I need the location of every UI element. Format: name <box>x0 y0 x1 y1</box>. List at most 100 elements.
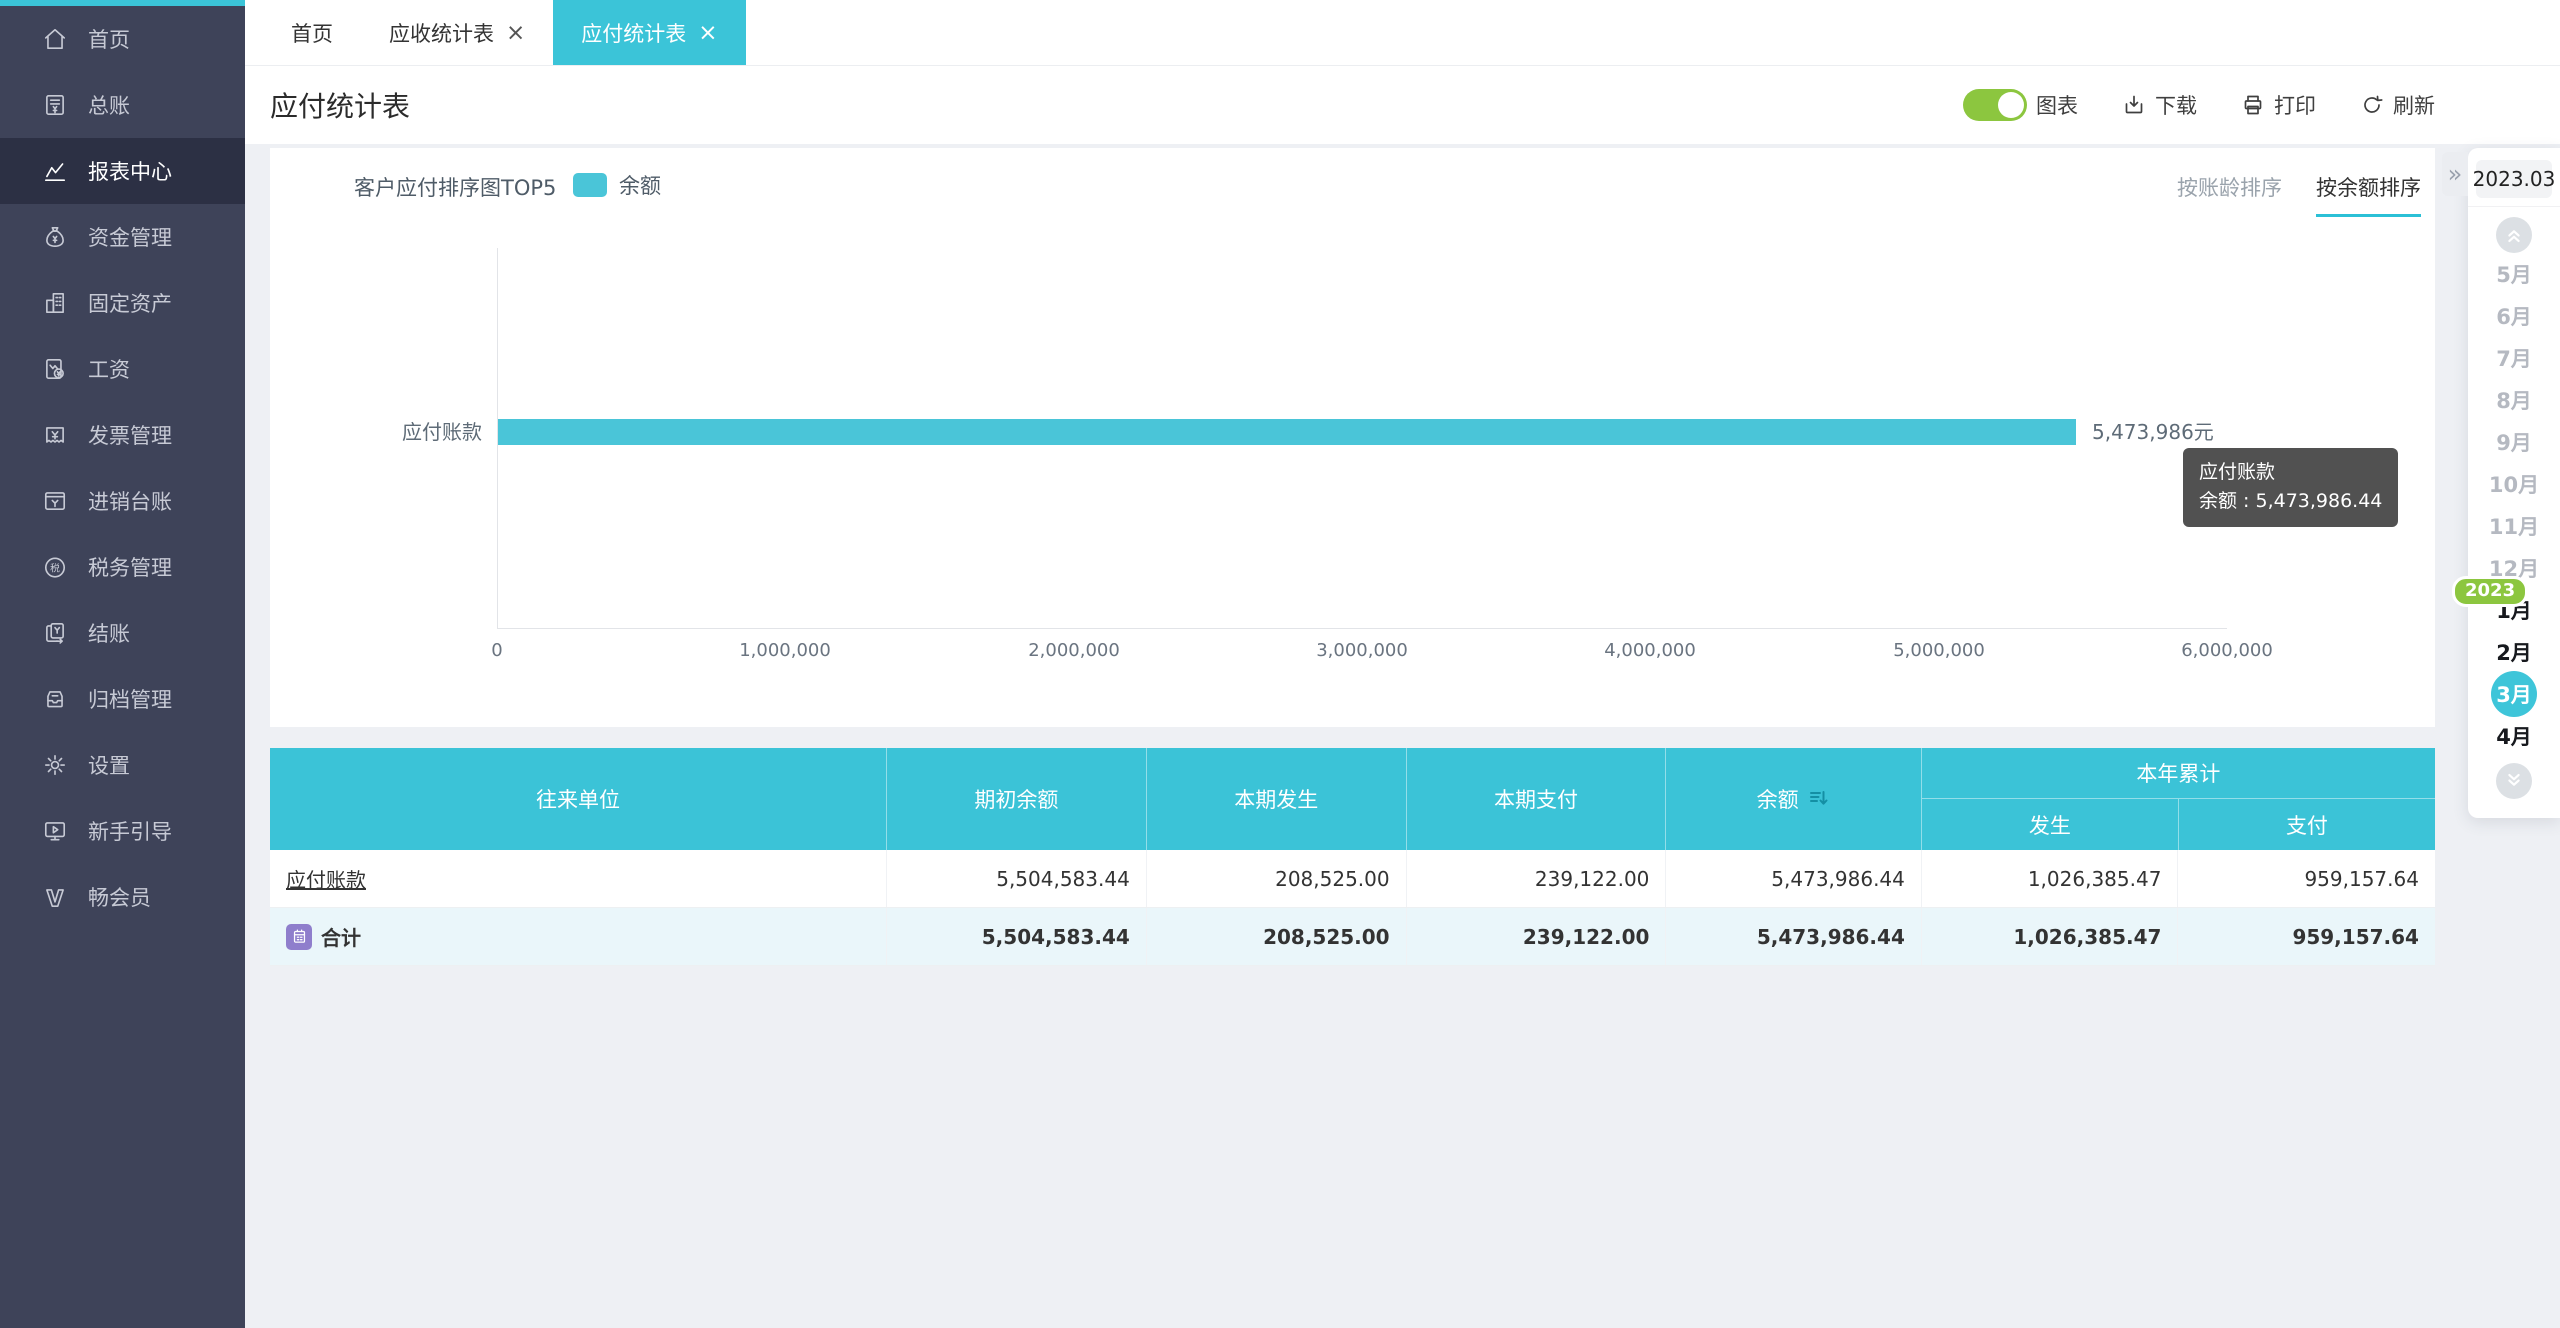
tab-label: 应收统计表 <box>389 21 494 46</box>
total-ytd-paid: 959,157.64 <box>2292 924 2419 949</box>
scroll-up-button[interactable] <box>2496 217 2532 253</box>
tab-home[interactable]: 首页 <box>263 0 361 65</box>
month-item-oct[interactable]: 10月 <box>2488 473 2540 497</box>
sidebar-item-settings[interactable]: 设置 <box>0 732 245 798</box>
chart-toggle-group: 图表 <box>1963 89 2078 121</box>
general-ledger-icon <box>46 94 64 116</box>
title-bar: 应付统计表 <box>245 66 2560 144</box>
tab-label: 应付统计表 <box>581 21 687 46</box>
month-item-jul[interactable]: 7月 <box>2496 347 2532 371</box>
refresh-label: 刷新 <box>2393 94 2435 118</box>
cell-opening-balance: 5,504,583.44 <box>887 850 1147 907</box>
refresh-button[interactable]: 刷新 <box>2360 90 2435 120</box>
salary-icon <box>46 358 64 380</box>
chart-sort-links: 按账龄排序 按余额排序 <box>2177 172 2421 217</box>
tooltip-title: 应付账款 <box>2199 461 2276 483</box>
col-header-company: 往来单位 <box>270 748 888 850</box>
invoice-icon <box>46 427 64 443</box>
col-group-ytd: 本年累计 发生 支付 <box>1921 748 2435 850</box>
month-item-apr[interactable]: 4月 <box>2496 725 2532 749</box>
sidebar-item-label: 发票管理 <box>88 424 172 448</box>
month-item-feb[interactable]: 2月 <box>2496 641 2532 665</box>
ytd-subheaders: 发生 支付 <box>1922 799 2435 850</box>
main-content: 客户应付排序图TOP5 余额 按账龄排序 按余额排序 应付账款 5,473,98… <box>245 144 2560 1328</box>
membership-icon <box>46 889 64 908</box>
sidebar-item-general-ledger[interactable]: 总账 <box>0 72 245 138</box>
scroll-down-button[interactable] <box>2496 763 2532 799</box>
sidebar-item-archive[interactable]: 归档管理 <box>0 666 245 732</box>
chart-tooltip: 应付账款 余额 : 5,473,986.44 <box>2183 448 2399 527</box>
settings-gear-icon <box>44 754 66 776</box>
cell-ytd-paid: 959,157.64 <box>2304 866 2419 891</box>
col-header-current-paid: 本期支付 <box>1407 748 1667 850</box>
print-icon <box>2244 95 2262 115</box>
x-tick: 5,000,000 <box>1893 640 1985 661</box>
month-item-mar-selected[interactable]: 3月 <box>2468 671 2560 717</box>
table-header: 往来单位 期初余额 本期发生 本期支付 余额 本年累计 发生 支付 <box>270 748 2435 850</box>
collapse-panel-button[interactable]: » <box>2442 152 2468 196</box>
total-balance: 5,473,986.44 <box>1666 908 1922 965</box>
sidebar-item-tax[interactable]: 税 税务管理 <box>0 534 245 600</box>
x-tick: 1,000,000 <box>739 640 831 661</box>
legend-swatch <box>573 173 607 197</box>
month-item-jun[interactable]: 6月 <box>2496 305 2532 329</box>
download-icon <box>2125 95 2143 114</box>
payable-account-link[interactable]: 应付账款 <box>286 868 366 892</box>
x-tick: 3,000,000 <box>1316 640 1408 661</box>
sidebar-item-purchase-sales-ledger[interactable]: 进销台账 <box>0 468 245 534</box>
month-item-sep[interactable]: 9月 <box>2496 431 2532 455</box>
selected-month-circle: 3月 <box>2491 671 2537 717</box>
total-icon <box>286 923 312 950</box>
sidebar-item-fixed-assets[interactable]: 固定资产 <box>0 270 245 336</box>
total-label: 合计 <box>321 926 361 950</box>
chart-bar-payable[interactable] <box>498 419 2076 445</box>
col-header-ytd-incurred: 发生 <box>1922 799 2179 850</box>
sidebar-item-label: 工资 <box>88 358 130 382</box>
total-ytd-incurred: 1,026,385.47 <box>1922 908 2179 965</box>
home-icon <box>44 28 66 50</box>
collapse-chevron-icon: » <box>2447 160 2463 188</box>
cell-ytd-incurred: 1,026,385.47 <box>1922 850 2179 907</box>
chart-x-axis-line <box>497 628 2227 629</box>
close-tab-icon[interactable]: × <box>506 19 526 46</box>
sort-descending-icon[interactable] <box>1807 787 1831 811</box>
print-button[interactable]: 打印 <box>2241 90 2316 120</box>
download-button[interactable]: 下载 <box>2122 90 2197 120</box>
year-badge: 2023 <box>2452 576 2529 607</box>
close-tab-icon[interactable]: × <box>698 19 718 46</box>
col-header-balance-label: 余额 <box>1756 788 1799 812</box>
sidebar-item-label: 报表中心 <box>88 160 172 184</box>
sidebar-item-report-center[interactable]: 报表中心 <box>0 138 245 204</box>
sidebar-item-label: 资金管理 <box>88 226 172 250</box>
tab-receivable-report[interactable]: 应收统计表 × <box>361 0 553 65</box>
sidebar-item-salary[interactable]: 工资 <box>0 336 245 402</box>
sidebar-item-label: 首页 <box>88 28 130 52</box>
funds-icon <box>46 226 64 248</box>
sort-by-aging-link[interactable]: 按账龄排序 <box>2177 176 2282 200</box>
cell-balance: 5,473,986.44 <box>1666 850 1922 907</box>
purchase-sales-ledger-icon <box>44 492 66 510</box>
sidebar: 首页 总账 报表中心 资金管理 固定资产 工资 发票管理 进销台账 税 税务管理… <box>0 0 245 1328</box>
sidebar-item-label: 设置 <box>88 754 130 778</box>
total-current-paid: 239,122.00 <box>1407 908 1667 965</box>
sidebar-item-invoice[interactable]: 发票管理 <box>0 402 245 468</box>
sidebar-item-label: 总账 <box>88 94 130 118</box>
sidebar-item-beginner-guide[interactable]: 新手引导 <box>0 798 245 864</box>
sidebar-item-closing[interactable]: 结账 <box>0 600 245 666</box>
current-period-label: 2023.03 <box>2473 160 2555 198</box>
month-item-may[interactable]: 5月 <box>2496 263 2532 287</box>
sidebar-item-label: 畅会员 <box>88 886 151 910</box>
total-current-incurred: 208,525.00 <box>1147 908 1407 965</box>
tab-payable-report[interactable]: 应付统计表 × <box>553 0 746 65</box>
sidebar-item-label: 新手引导 <box>88 820 172 844</box>
chart-toggle[interactable] <box>1963 89 2027 121</box>
sidebar-item-membership[interactable]: 畅会员 <box>0 864 245 930</box>
tax-icon: 税 <box>44 557 66 578</box>
sidebar-item-label: 结账 <box>88 622 130 646</box>
month-item-aug[interactable]: 8月 <box>2496 389 2532 413</box>
month-item-nov[interactable]: 11月 <box>2488 515 2540 539</box>
col-header-balance: 余额 <box>1666 748 1922 850</box>
sort-by-balance-link[interactable]: 按余额排序 <box>2316 172 2421 217</box>
sidebar-item-home[interactable]: 首页 <box>0 6 245 72</box>
sidebar-item-funds[interactable]: 资金管理 <box>0 204 245 270</box>
